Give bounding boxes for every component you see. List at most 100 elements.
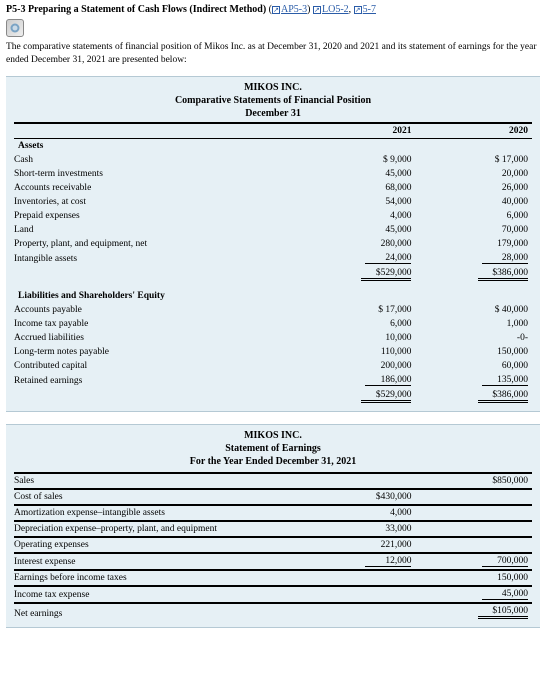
sofp-date: December 31 — [14, 107, 532, 120]
table-row: Property, plant, and equipment, net280,0… — [14, 237, 532, 251]
row-label: Accrued liabilities — [14, 331, 299, 345]
row-c1: 12,000 — [299, 553, 416, 570]
ref-link-2[interactable]: LO5-2 — [322, 4, 349, 15]
row-label: Long-term notes payable — [14, 345, 299, 359]
ref-link-3[interactable]: 5-7 — [363, 4, 376, 15]
table-row: Contributed capital200,00060,000 — [14, 359, 532, 373]
col-2020: 2020 — [415, 123, 532, 139]
table-row: Sales$850,000 — [14, 473, 532, 489]
soe-block: MIKOS INC. Statement of Earnings For the… — [6, 424, 540, 628]
row-c1 — [299, 586, 416, 603]
le-total-2021: $529,000 — [361, 390, 411, 403]
table-row: Income tax expense 45,000 — [14, 586, 532, 603]
ref-icon: ↗ — [354, 6, 362, 14]
row-val-2020: 6,000 — [415, 209, 532, 223]
sofp-block: MIKOS INC. Comparative Statements of Fin… — [6, 76, 540, 412]
row-val-2020: 1,000 — [415, 317, 532, 331]
row-c2 — [415, 489, 532, 505]
le-total-2020: $386,000 — [478, 390, 528, 403]
monitor-icon — [9, 22, 21, 34]
row-val-2021: $ 9,000 — [299, 153, 416, 167]
row-label: Net earnings — [14, 603, 299, 621]
row-val-2021: 24,000 — [299, 251, 416, 266]
problem-title: Preparing a Statement of Cash Flows (Ind… — [28, 4, 266, 15]
col-2021: 2021 — [299, 123, 416, 139]
table-row: Cash$ 9,000$ 17,000 — [14, 153, 532, 167]
row-val-2020: 60,000 — [415, 359, 532, 373]
ref-link-1[interactable]: AP5-3 — [281, 4, 307, 15]
row-c2: 700,000 — [415, 553, 532, 570]
assets-total: $529,000 $386,000 — [14, 266, 532, 283]
soe-company: MIKOS INC. — [14, 429, 532, 442]
ref-icon: ↗ — [313, 6, 321, 14]
table-row: Income tax payable6,0001,000 — [14, 317, 532, 331]
row-val-2021: 45,000 — [299, 167, 416, 181]
table-row: Amortization expense–intangible assets4,… — [14, 505, 532, 521]
row-label: Short-term investments — [14, 167, 299, 181]
row-label: Accounts payable — [14, 303, 299, 317]
table-row: Long-term notes payable110,000150,000 — [14, 345, 532, 359]
row-label: Cash — [14, 153, 299, 167]
row-label: Contributed capital — [14, 359, 299, 373]
row-c1 — [299, 603, 416, 621]
problem-code: P5-3 — [6, 4, 25, 15]
row-val-2020: 70,000 — [415, 223, 532, 237]
soe-date: For the Year Ended December 31, 2021 — [14, 455, 532, 468]
row-label: Amortization expense–intangible assets — [14, 505, 299, 521]
row-label: Inventories, at cost — [14, 195, 299, 209]
row-label: Land — [14, 223, 299, 237]
row-val-2021: 280,000 — [299, 237, 416, 251]
table-row: Net earnings $105,000 — [14, 603, 532, 621]
row-val-2020: 150,000 — [415, 345, 532, 359]
row-val-2021: 200,000 — [299, 359, 416, 373]
soe-table: Sales$850,000Cost of sales$430,000Amorti… — [14, 472, 532, 621]
table-row: Inventories, at cost54,00040,000 — [14, 195, 532, 209]
assets-total-2020: $386,000 — [478, 268, 528, 281]
row-val-2020: 179,000 — [415, 237, 532, 251]
le-total: $529,000 $386,000 — [14, 388, 532, 405]
row-val-2020: $ 17,000 — [415, 153, 532, 167]
table-row: Short-term investments45,00020,000 — [14, 167, 532, 181]
row-val-2021: 4,000 — [299, 209, 416, 223]
table-row: Depreciation expense–property, plant, an… — [14, 521, 532, 537]
row-val-2020: 135,000 — [415, 373, 532, 388]
sofp-header-row: 2021 2020 — [14, 123, 532, 139]
row-label: Intangible assets — [14, 251, 299, 266]
row-label: Income tax payable — [14, 317, 299, 331]
row-val-2020: 40,000 — [415, 195, 532, 209]
row-label: Income tax expense — [14, 586, 299, 603]
row-c2: 45,000 — [415, 586, 532, 603]
row-c1: 4,000 — [299, 505, 416, 521]
le-header: Liabilities and Shareholders' Equity — [14, 289, 532, 303]
row-val-2021: 10,000 — [299, 331, 416, 345]
row-val-2020: $ 40,000 — [415, 303, 532, 317]
table-row: Accrued liabilities10,000-0- — [14, 331, 532, 345]
assets-total-2021: $529,000 — [361, 268, 411, 281]
row-c1 — [299, 570, 416, 586]
row-label: Earnings before income taxes — [14, 570, 299, 586]
row-c1 — [299, 473, 416, 489]
row-val-2021: 110,000 — [299, 345, 416, 359]
row-val-2020: 28,000 — [415, 251, 532, 266]
media-icon[interactable] — [6, 19, 24, 37]
table-row: Cost of sales$430,000 — [14, 489, 532, 505]
row-c2: $105,000 — [415, 603, 532, 621]
row-label: Cost of sales — [14, 489, 299, 505]
row-c2: 150,000 — [415, 570, 532, 586]
row-label: Accounts receivable — [14, 181, 299, 195]
row-val-2020: -0- — [415, 331, 532, 345]
row-c1: $430,000 — [299, 489, 416, 505]
table-row: Accounts payable$ 17,000$ 40,000 — [14, 303, 532, 317]
table-row: Intangible assets24,00028,000 — [14, 251, 532, 266]
row-c2: $850,000 — [415, 473, 532, 489]
row-val-2020: 20,000 — [415, 167, 532, 181]
row-val-2021: 45,000 — [299, 223, 416, 237]
ref-icon: ↗ — [272, 6, 280, 14]
row-label: Retained earnings — [14, 373, 299, 388]
sofp-table: 2021 2020 Assets Cash$ 9,000$ 17,000Shor… — [14, 122, 532, 405]
row-val-2021: 6,000 — [299, 317, 416, 331]
table-row: Land45,00070,000 — [14, 223, 532, 237]
row-c2 — [415, 521, 532, 537]
sofp-company: MIKOS INC. — [14, 81, 532, 94]
table-row: Accounts receivable68,00026,000 — [14, 181, 532, 195]
